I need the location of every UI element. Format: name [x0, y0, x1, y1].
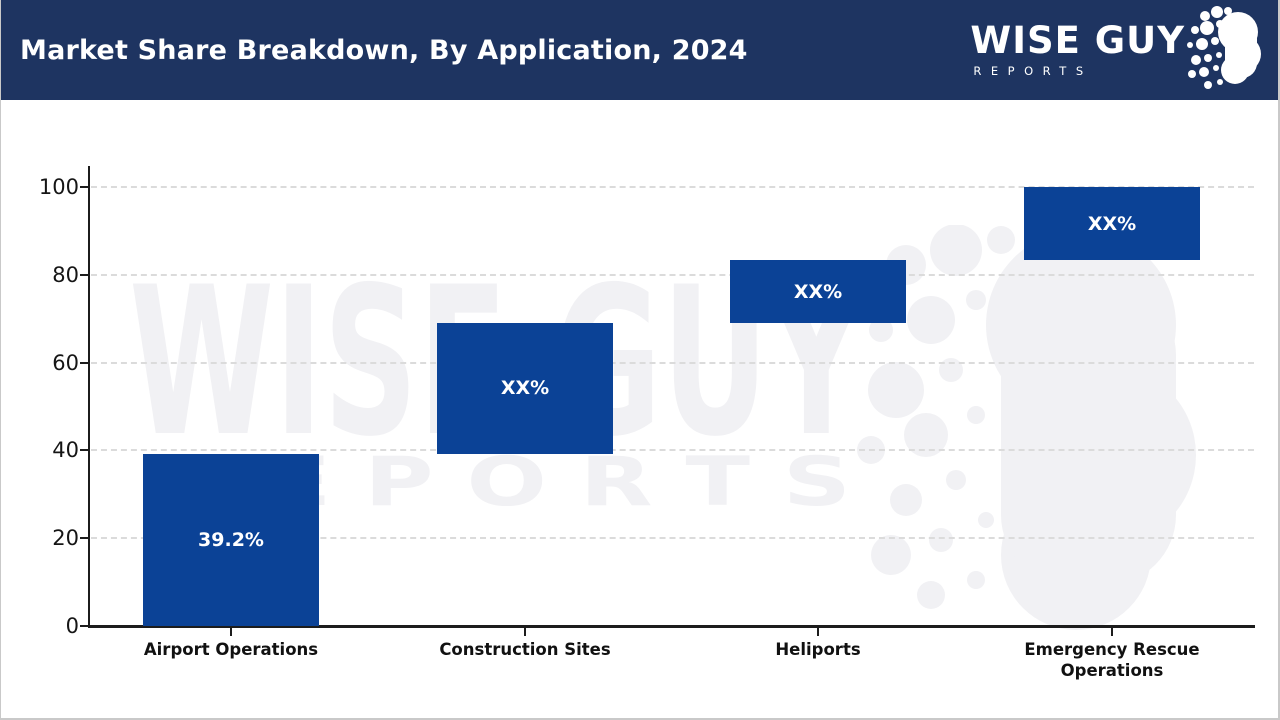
gridline [91, 537, 1254, 540]
x-category-label: Heliports [775, 640, 861, 659]
x-tick-mark [1111, 628, 1113, 636]
logo-wordmark: WISE GUY [970, 19, 1185, 62]
x-tick-mark [230, 628, 232, 636]
y-tick-mark [80, 273, 89, 276]
x-category-label: Airport Operations [143, 640, 319, 659]
y-tick-mark [80, 537, 89, 540]
bar-value-label: XX% [1087, 212, 1137, 235]
chart-title: Market Share Breakdown, By Application, … [20, 34, 748, 66]
x-tick-mark [524, 628, 526, 636]
bar-segment: XX% [730, 260, 906, 324]
x-category-label: Construction Sites [439, 640, 611, 659]
logo-subtitle: REPORTS [973, 64, 1093, 78]
y-tick-label: 80 [52, 262, 79, 287]
x-tick-mark [817, 628, 819, 636]
y-tick-mark [80, 625, 89, 627]
logo-text: WISE GUY REPORTS [970, 22, 1185, 78]
x-axis-spine [88, 625, 1255, 628]
logo-face-dots-icon [1187, 6, 1261, 89]
y-tick-label: 60 [52, 350, 79, 375]
y-tick-label: 0 [65, 614, 79, 638]
x-category-label: Emergency Rescue Operations [1024, 640, 1200, 680]
bar-segment: XX% [437, 323, 613, 454]
y-tick-mark [80, 186, 89, 188]
y-tick-label: 20 [52, 526, 79, 551]
y-tick-mark [80, 361, 89, 364]
gridline [91, 186, 1254, 188]
y-tick-label: 40 [52, 438, 79, 463]
gridline [91, 449, 1254, 452]
wise-guy-logo: WISE GUY REPORTS [970, 4, 1267, 96]
header-band: Market Share Breakdown, By Application, … [1, 0, 1278, 100]
gridline [91, 361, 1254, 364]
bar-value-label: 39.2% [198, 528, 264, 551]
y-tick-label: 100 [38, 175, 79, 199]
plot-area: 0 20 40 60 80 100 39.2% Airport Operations XX% Co… [1, 100, 1278, 718]
y-tick-mark [80, 449, 89, 452]
gridline [91, 273, 1254, 276]
bar-value-label: XX% [793, 280, 843, 303]
bar-value-label: XX% [500, 377, 550, 400]
bar-segment: XX% [1024, 187, 1200, 261]
bar-segment: 39.2% [143, 453, 319, 626]
y-axis-spine [88, 166, 90, 627]
